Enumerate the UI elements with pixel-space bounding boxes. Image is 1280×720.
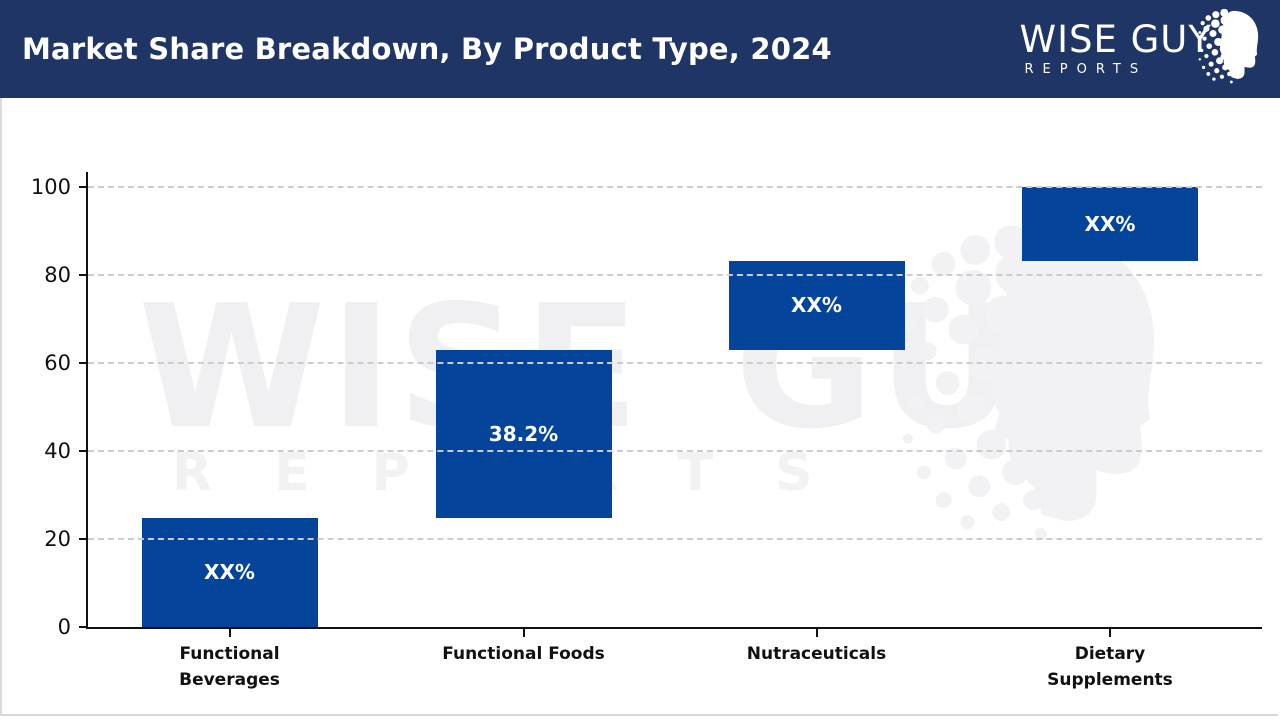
bar-3 [1022,187,1198,261]
y-tick [79,538,88,540]
y-tick-label: 40 [44,439,71,463]
gridline-20 [88,538,1262,540]
y-tick-label: 60 [44,351,71,375]
y-tick [79,274,88,276]
bar-0 [141,517,318,627]
bar-value-label: XX% [1084,211,1136,236]
logo-subtitle: REPORTS [1024,62,1148,77]
y-tick-label: 80 [44,263,71,287]
x-tick [522,629,525,637]
bar-value-label: XX% [791,293,842,318]
wiseguy-logo: WISE GUY REPORTS [1020,9,1262,89]
x-tick [815,629,818,637]
category-label: Functional Beverages [179,644,280,691]
bar-value-label: XX% [204,560,255,585]
y-tick [79,186,88,188]
logo-wordmark: WISE GUY [1019,18,1212,61]
category-label: Functional Foods [442,644,605,664]
bar-value-label: 38.2% [488,421,559,446]
header: Market Share Breakdown, By Product Type,… [0,0,1280,98]
x-axis-line [86,627,1262,629]
category-label: Nutraceuticals [746,644,887,664]
page-title: Market Share Breakdown, By Product Type,… [22,32,832,66]
y-axis-line [86,172,88,629]
y-tick-label: 20 [44,527,71,551]
y-tick [79,362,88,364]
x-tick [1109,629,1111,637]
gridline-100 [88,186,1262,188]
category-label: Dietary Supplements [1047,644,1173,691]
y-tick [79,626,88,628]
bar-1 [435,349,612,518]
logo-text: WISE GUY REPORTS [1020,21,1212,77]
y-tick [79,450,88,452]
gridline-40 [88,450,1262,452]
x-tick [228,629,231,637]
y-tick-label: 100 [30,175,71,199]
y-tick-label: 0 [57,615,71,639]
gridline-60 [88,362,1262,364]
gridline-80 [88,274,1262,276]
